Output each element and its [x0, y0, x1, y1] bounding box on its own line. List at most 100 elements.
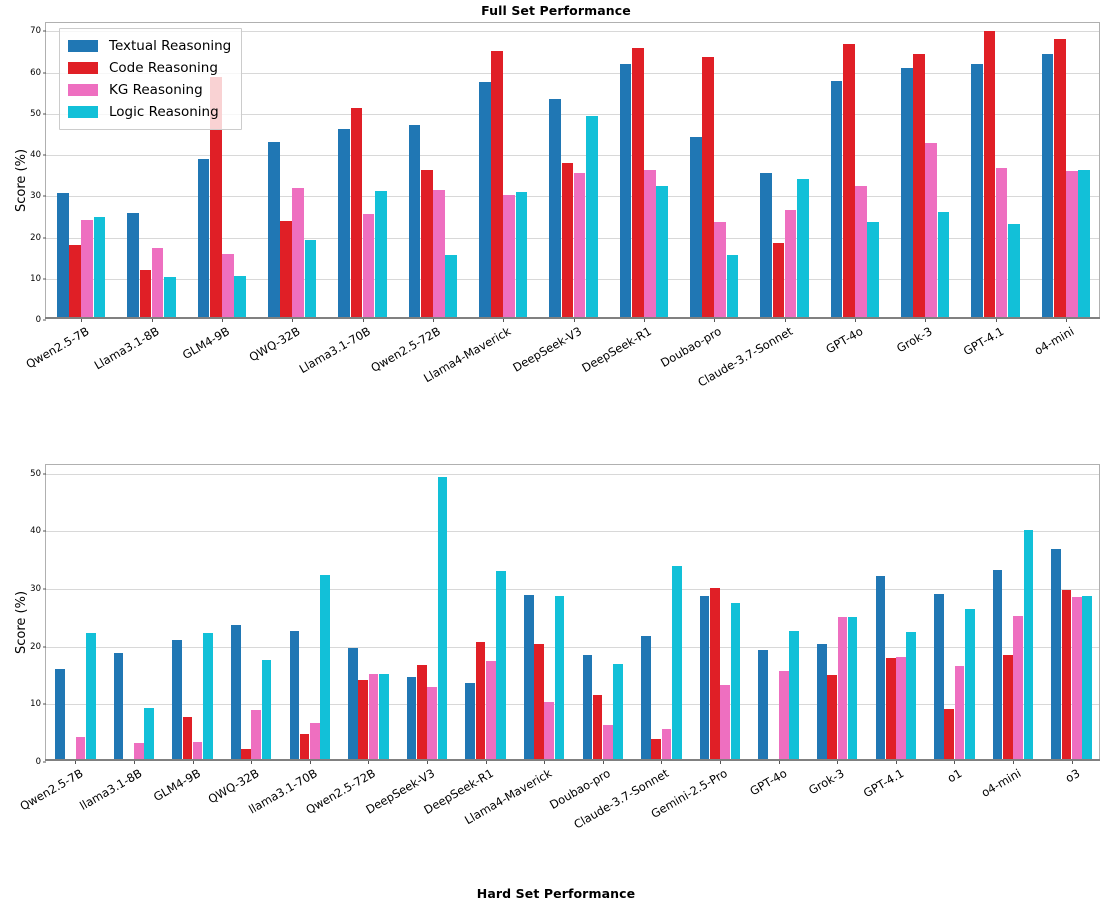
bar-group: [817, 465, 858, 760]
bar: [830, 80, 843, 318]
bar: [837, 616, 848, 760]
bar-group: [641, 465, 682, 760]
y-tick-label: 50: [30, 108, 41, 119]
bar: [875, 576, 886, 760]
bar: [554, 596, 565, 760]
bar: [847, 616, 858, 760]
chart-legend: Textual Reasoning Code Reasoning KG Reason…: [59, 28, 243, 130]
bar: [789, 631, 799, 760]
bar: [416, 664, 427, 760]
x-tick-mark: [432, 318, 434, 322]
bar: [772, 242, 785, 318]
bar: [720, 685, 730, 760]
bar-group: [582, 465, 624, 760]
x-tick-mark: [602, 760, 604, 764]
y-tick-label: 20: [30, 232, 41, 243]
bar: [241, 749, 251, 760]
bar: [603, 725, 613, 760]
y-tick-mark: [42, 30, 46, 32]
bar: [523, 595, 534, 760]
y-axis-label-hard-set: Score (%): [14, 590, 29, 654]
y-gridline: [46, 155, 1099, 156]
bar: [690, 137, 702, 318]
bar: [192, 742, 203, 760]
bar-group: [971, 23, 1020, 318]
y-axis-label-full-set: Score (%): [14, 148, 29, 212]
bar: [817, 644, 827, 760]
legend-label: Code Reasoning: [109, 60, 218, 76]
y-tick-label: 0: [35, 757, 41, 767]
legend-item: Code Reasoning: [68, 57, 231, 79]
x-tick-mark: [426, 760, 428, 764]
bar: [1007, 223, 1020, 318]
y-gridline: [46, 72, 1099, 74]
bar: [310, 723, 320, 760]
bar: [582, 655, 593, 760]
bar: [304, 240, 317, 318]
x-tick-mark: [778, 760, 780, 764]
plot-area-full-set: 0 10 20 30 40 50 60 70 Textual Reasoning Code Re…: [24, 22, 1100, 390]
bar: [222, 253, 234, 318]
bar: [515, 191, 528, 318]
x-tick-mark: [368, 760, 370, 764]
y-tick-mark: [42, 588, 46, 590]
bar: [1071, 596, 1082, 760]
bar: [172, 640, 182, 760]
bar: [81, 220, 94, 318]
y-tick-label: 40: [30, 526, 41, 537]
bar: [292, 188, 305, 318]
bar: [702, 57, 714, 318]
x-tick-mark: [221, 318, 223, 322]
bar: [992, 569, 1003, 760]
bar: [1078, 170, 1090, 318]
axes-full-set: 0 10 20 30 40 50 60 70: [30, 22, 1100, 325]
chart-panel-full-set: Full Set Performance: [0, 0, 1112, 440]
bar: [1066, 171, 1078, 318]
bar: [585, 115, 598, 318]
y-tick-label: 60: [30, 67, 41, 78]
bar-group: [408, 23, 457, 318]
bar: [85, 633, 96, 760]
bar: [534, 644, 544, 760]
legend-swatch-icon: [68, 62, 98, 74]
y-gridline: [46, 646, 1099, 648]
bar: [1003, 655, 1013, 760]
x-tick-mark: [895, 760, 897, 764]
bar: [203, 632, 213, 760]
bar: [163, 277, 176, 318]
bar: [69, 245, 81, 318]
bar: [406, 676, 417, 760]
x-tick-mark: [784, 318, 786, 322]
bar: [251, 710, 262, 760]
bar-group: [113, 465, 155, 760]
bar: [796, 178, 809, 318]
x-tick-mark: [995, 318, 997, 322]
y-gridline: [46, 588, 1099, 590]
y-tick-mark: [42, 278, 46, 280]
bar: [714, 222, 727, 318]
bar: [485, 660, 496, 760]
bar-group: [268, 23, 317, 318]
x-tick-mark: [81, 318, 83, 322]
bar: [479, 82, 491, 318]
bar: [378, 673, 389, 760]
bar: [644, 170, 656, 318]
y-gridline: [46, 531, 1099, 533]
bar-group: [875, 465, 917, 760]
legend-label: Logic Reasoning: [109, 104, 219, 120]
x-tick-mark: [661, 760, 663, 764]
x-tick-mark: [720, 760, 722, 764]
bar: [374, 191, 387, 318]
bar: [619, 63, 632, 318]
bar: [778, 671, 789, 760]
bar: [901, 68, 913, 318]
bar: [855, 186, 867, 318]
y-tick-mark: [42, 154, 46, 156]
bar: [913, 54, 925, 318]
bar: [867, 221, 879, 318]
bar: [954, 666, 965, 760]
bar-group: [690, 23, 739, 318]
y-tick-mark: [42, 195, 46, 197]
y-tick-mark: [42, 703, 46, 705]
bar: [57, 192, 69, 318]
